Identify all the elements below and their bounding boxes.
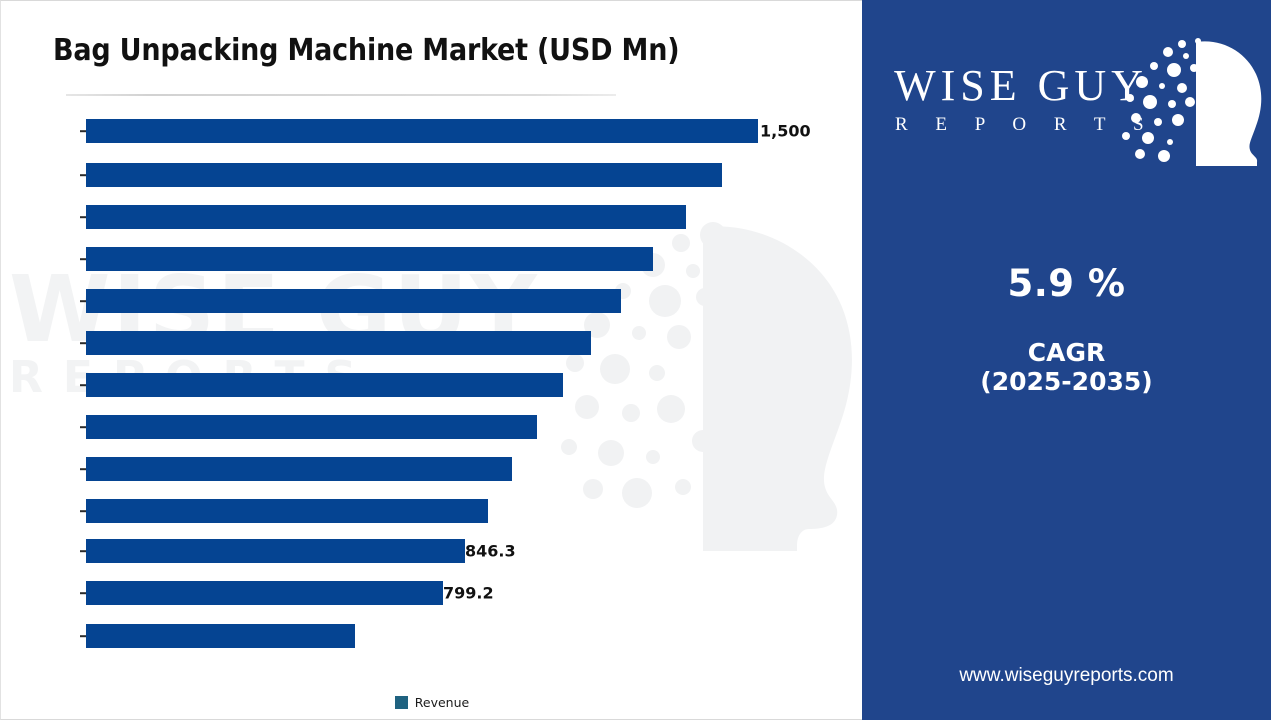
y-axis-tick-mark (80, 635, 86, 637)
bar[interactable] (86, 331, 591, 355)
bar[interactable] (86, 581, 443, 605)
bar[interactable] (86, 373, 563, 397)
website-url: www.wiseguyreports.com (959, 665, 1174, 686)
cagr-label-line1: CAGR (1027, 338, 1106, 367)
chart-title: Bag Unpacking Machine Market (USD Mn) (53, 33, 680, 68)
y-axis-tick-mark (80, 174, 86, 176)
cagr-label-line2: (2025-2035) (980, 367, 1153, 397)
y-axis-tick-mark (80, 592, 86, 594)
bar-value-label: 1,500 (760, 121, 811, 141)
brand-panel: WISE GUY R E P O R T S 5.9 % (862, 0, 1271, 720)
y-axis-tick-mark (80, 426, 86, 428)
legend-swatch-revenue (394, 696, 408, 709)
bar[interactable] (86, 624, 355, 648)
cagr-label: CAGR (2025-2035) (862, 338, 1271, 397)
logo-main-text: WISE GUY (894, 61, 1148, 110)
title-divider (66, 94, 616, 96)
bar-value-label: 846.3 (465, 541, 516, 561)
bar[interactable] (86, 247, 653, 271)
bar[interactable] (86, 499, 488, 523)
logo-head-icon (1122, 38, 1262, 166)
plot-area: 2035 1,500 2034 2033 2032 (1, 1, 862, 691)
bar[interactable] (86, 289, 621, 313)
logo-wordmark: WISE GUY R E P O R T S (886, 64, 1156, 136)
bar[interactable] (86, 163, 722, 187)
y-axis-tick-mark (80, 342, 86, 344)
y-axis-tick-mark (80, 510, 86, 512)
y-axis-tick-mark (80, 216, 86, 218)
y-axis-tick-mark (80, 130, 86, 132)
bar[interactable] (86, 457, 512, 481)
cagr-value: 5.9 % (1007, 262, 1126, 305)
y-axis-tick-mark (80, 384, 86, 386)
y-axis-tick-mark (80, 258, 86, 260)
company-logo: WISE GUY R E P O R T S (878, 38, 1262, 166)
logo-sub-text: R E P O R T S (894, 114, 1156, 135)
chart-legend: Revenue (1, 695, 862, 710)
bar[interactable] (86, 205, 686, 229)
legend-label-revenue: Revenue (414, 695, 470, 710)
bar[interactable] (86, 415, 537, 439)
bar[interactable] (86, 119, 758, 143)
y-axis-tick-mark (80, 300, 86, 302)
bar[interactable] (86, 539, 465, 563)
y-axis-tick-mark (80, 468, 86, 470)
bar-value-label: 799.2 (443, 583, 494, 603)
y-axis-tick-mark (80, 550, 86, 552)
